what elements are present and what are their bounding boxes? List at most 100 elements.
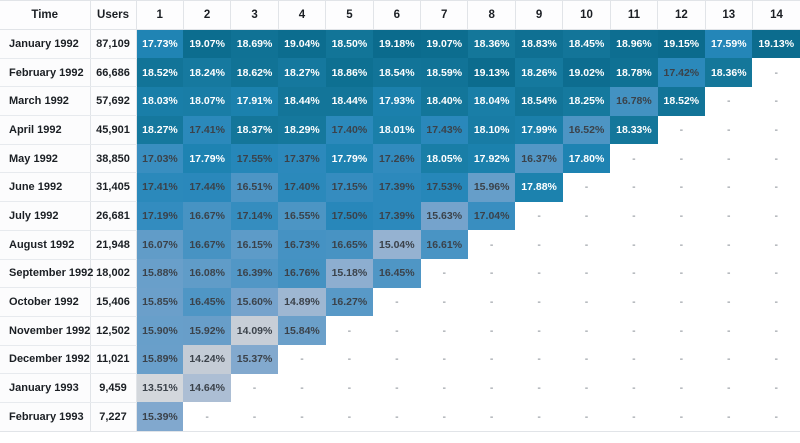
cohort-row: March 1992 57,692 18.03% 18.07% 17.91% 18.44%… <box>0 86 800 117</box>
cohort-cell-value: 17.26% <box>373 144 421 173</box>
cohort-cell-empty: - <box>705 115 753 145</box>
cohort-cell-empty: - <box>325 373 374 403</box>
cohort-cell-value: 18.29% <box>278 115 326 145</box>
cohort-cell-value: 16.51% <box>230 172 279 202</box>
cohort-cell-empty: - <box>610 230 658 259</box>
cohort-cell-value: 15.04% <box>373 230 421 259</box>
column-header-period-2: 2 <box>183 0 232 30</box>
cohort-cell-empty: - <box>752 259 800 288</box>
cohort-cell-value: 16.65% <box>325 230 374 259</box>
cohort-cell-empty: - <box>325 345 374 374</box>
cohort-cell-empty: - <box>278 373 326 403</box>
cohort-month-label: August 1992 <box>0 230 91 260</box>
column-header-period-7: 7 <box>420 0 469 30</box>
cohort-cell-value: 19.02% <box>562 58 611 87</box>
cohort-cell-value: 16.55% <box>278 201 326 231</box>
cohort-cell-value: 19.07% <box>420 29 468 59</box>
cohort-cell-value: 17.88% <box>515 172 563 202</box>
cohort-cell-value: 16.73% <box>278 230 326 259</box>
cohort-cell-empty: - <box>752 230 800 259</box>
cohort-cell-value: 16.67% <box>183 230 231 259</box>
cohort-cell-empty: - <box>610 201 658 231</box>
cohort-cell-value: 18.25% <box>562 86 611 116</box>
cohort-cell-value: 17.93% <box>373 86 421 116</box>
cohort-month-label: June 1992 <box>0 172 91 203</box>
cohort-users-count: 38,850 <box>90 144 137 174</box>
cohort-cell-value: 18.10% <box>467 115 516 145</box>
cohort-cell-value: 17.41% <box>136 172 184 202</box>
cohort-row: May 1992 38,850 17.03% 17.79% 17.55% 17.37% 17… <box>0 144 800 174</box>
cohort-cell-empty: - <box>657 316 706 346</box>
cohort-cell-value: 15.63% <box>420 201 468 231</box>
cohort-cell-empty: - <box>705 86 753 116</box>
cohort-month-label: November 1992 <box>0 316 91 346</box>
cohort-cell-value: 16.27% <box>325 287 374 317</box>
cohort-cell-empty: - <box>230 373 279 403</box>
column-header-period-5: 5 <box>325 0 374 30</box>
cohort-cell-value: 17.40% <box>278 172 326 202</box>
cohort-cell-value: 16.45% <box>183 287 231 317</box>
cohort-cell-value: 19.07% <box>183 29 231 59</box>
cohort-cell-empty: - <box>705 259 753 288</box>
cohort-cell-value: 14.89% <box>278 287 326 317</box>
cohort-cell-value: 16.78% <box>610 86 658 116</box>
cohort-cell-empty: - <box>705 345 753 374</box>
cohort-cell-empty: - <box>705 402 753 432</box>
cohort-month-label: February 1992 <box>0 58 91 88</box>
cohort-month-label: February 1993 <box>0 402 91 432</box>
cohort-cell-empty: - <box>705 144 753 173</box>
cohort-users-count: 21,948 <box>90 230 137 260</box>
cohort-cell-empty: - <box>325 316 374 346</box>
cohort-users-count: 45,901 <box>90 115 137 145</box>
cohort-cell-empty: - <box>562 373 611 403</box>
cohort-cell-value: 15.84% <box>278 316 326 346</box>
column-header-time: Time <box>0 0 91 30</box>
cohort-row: September 1992 18,002 15.88% 16.08% 16.39% 16… <box>0 259 800 289</box>
cohort-cell-empty: - <box>420 287 468 317</box>
cohort-cell-value: 16.07% <box>136 230 184 259</box>
cohort-users-count: 31,405 <box>90 172 137 203</box>
cohort-cell-value: 17.15% <box>325 172 374 202</box>
column-header-period-1: 1 <box>136 0 184 30</box>
cohort-cell-empty: - <box>373 402 421 432</box>
cohort-cell-empty: - <box>752 316 800 346</box>
cohort-users-count: 7,227 <box>90 402 137 432</box>
cohort-cell-empty: - <box>515 402 563 432</box>
cohort-retention-widget: Time Users 1 2 3 4 5 6 7 8 9 10 11 12 13 14 January 199… <box>0 0 800 432</box>
cohort-cell-empty: - <box>515 259 563 288</box>
cohort-cell-value: 17.37% <box>278 144 326 173</box>
cohort-month-label: January 1992 <box>0 29 91 59</box>
cohort-cell-empty: - <box>515 373 563 403</box>
cohort-month-label: April 1992 <box>0 115 91 145</box>
cohort-cell-empty: - <box>752 144 800 173</box>
column-header-period-14: 14 <box>752 0 800 30</box>
cohort-cell-empty: - <box>657 172 706 202</box>
cohort-cell-empty: - <box>373 287 421 317</box>
cohort-cell-value: 18.07% <box>183 86 231 116</box>
cohort-cell-empty: - <box>752 201 800 231</box>
column-header-period-9: 9 <box>515 0 564 30</box>
cohort-cell-value: 16.08% <box>183 259 231 288</box>
cohort-cell-empty: - <box>467 259 516 288</box>
cohort-cell-empty: - <box>515 201 563 231</box>
cohort-users-count: 26,681 <box>90 201 137 231</box>
cohort-users-count: 57,692 <box>90 86 137 117</box>
cohort-cell-value: 17.91% <box>230 86 279 116</box>
cohort-cell-value: 18.83% <box>515 29 563 59</box>
cohort-cell-empty: - <box>657 259 706 288</box>
cohort-cell-empty: - <box>325 402 374 432</box>
cohort-cell-empty: - <box>610 373 658 403</box>
cohort-cell-value: 15.37% <box>230 345 279 374</box>
cohort-cell-empty: - <box>657 287 706 317</box>
cohort-cell-value: 18.36% <box>467 29 516 59</box>
cohort-cell-empty: - <box>562 287 611 317</box>
cohort-row: January 1992 87,109 17.73% 19.07% 18.69% 19.0… <box>0 29 800 59</box>
cohort-cell-empty: - <box>610 172 658 202</box>
cohort-users-count: 9,459 <box>90 373 137 403</box>
cohort-cell-empty: - <box>562 201 611 231</box>
cohort-cell-empty: - <box>610 345 658 374</box>
cohort-cell-value: 19.15% <box>657 29 706 59</box>
cohort-cell-empty: - <box>610 287 658 317</box>
cohort-cell-empty: - <box>705 373 753 403</box>
cohort-cell-value: 16.76% <box>278 259 326 288</box>
